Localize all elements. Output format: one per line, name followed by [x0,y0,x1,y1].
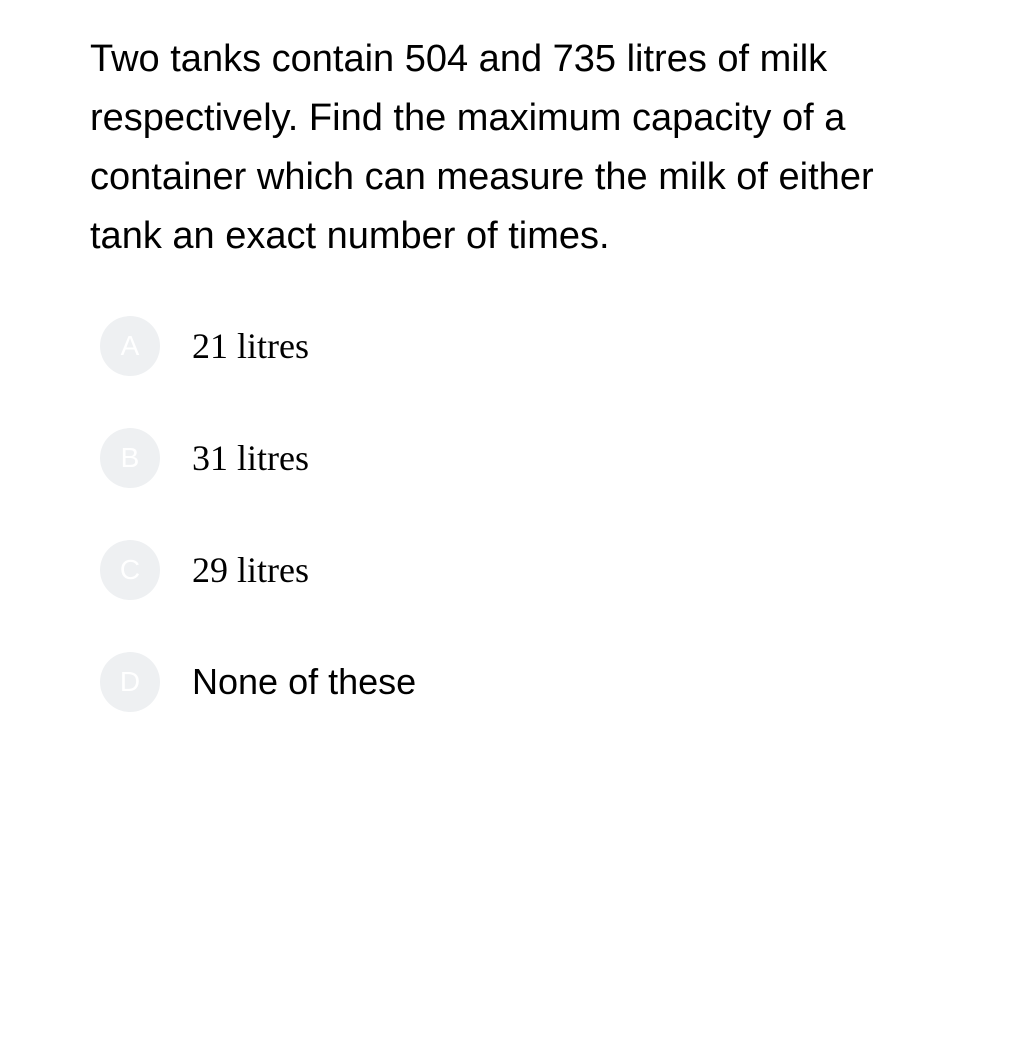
option-badge: A [100,316,160,376]
options-list: A 21 litres B 31 litres C 29 litres D No… [90,316,934,712]
option-label: 31 litres [192,437,309,479]
option-badge: C [100,540,160,600]
option-letter: C [120,554,140,586]
option-letter: A [121,330,140,362]
option-letter: B [121,442,140,474]
option-label: 29 litres [192,549,309,591]
option-label: None of these [192,661,416,703]
option-badge: B [100,428,160,488]
option-c[interactable]: C 29 litres [100,540,934,600]
option-d[interactable]: D None of these [100,652,934,712]
option-a[interactable]: A 21 litres [100,316,934,376]
option-badge: D [100,652,160,712]
option-label: 21 litres [192,325,309,367]
question-text: Two tanks contain 504 and 735 litres of … [90,30,934,266]
option-b[interactable]: B 31 litres [100,428,934,488]
option-letter: D [120,666,140,698]
